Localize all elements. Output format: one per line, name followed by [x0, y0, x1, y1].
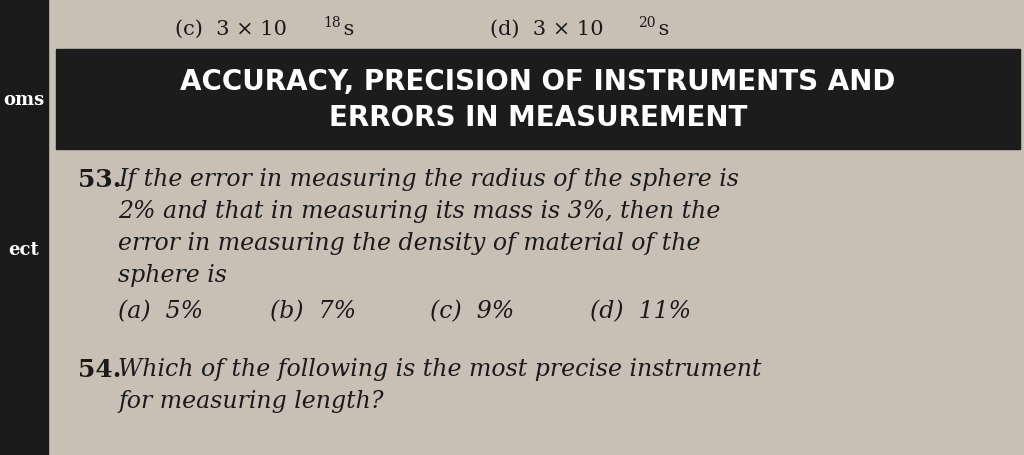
Text: (a)  5%: (a) 5% — [118, 299, 203, 322]
Text: oms: oms — [3, 91, 45, 109]
Text: s: s — [652, 20, 670, 39]
Text: (c)  3 × 10: (c) 3 × 10 — [175, 20, 287, 39]
Text: (c)  9%: (c) 9% — [430, 299, 514, 322]
Text: 20: 20 — [638, 16, 655, 30]
Text: sphere is: sphere is — [118, 263, 227, 286]
Text: s: s — [337, 20, 354, 39]
Bar — [56, 50, 1020, 150]
Text: (b)  7%: (b) 7% — [270, 299, 356, 322]
Text: 18: 18 — [323, 16, 341, 30]
Bar — [0, 0, 48, 455]
Text: for measuring length?: for measuring length? — [118, 389, 384, 412]
Text: Which of the following is the most precise instrument: Which of the following is the most preci… — [118, 357, 762, 380]
Text: (d)  11%: (d) 11% — [590, 299, 691, 322]
Text: ERRORS IN MEASUREMENT: ERRORS IN MEASUREMENT — [329, 104, 748, 131]
Text: ect: ect — [8, 241, 39, 258]
Text: (d)  3 × 10: (d) 3 × 10 — [490, 20, 603, 39]
Text: error in measuring the density of material of the: error in measuring the density of materi… — [118, 232, 700, 254]
Text: 2% and that in measuring its mass is 3%, then the: 2% and that in measuring its mass is 3%,… — [118, 200, 720, 222]
Text: 54.: 54. — [78, 357, 122, 381]
Text: If the error in measuring the radius of the sphere is: If the error in measuring the radius of … — [118, 167, 739, 191]
Text: ACCURACY, PRECISION OF INSTRUMENTS AND: ACCURACY, PRECISION OF INSTRUMENTS AND — [180, 68, 896, 96]
Text: 53.: 53. — [78, 167, 122, 192]
